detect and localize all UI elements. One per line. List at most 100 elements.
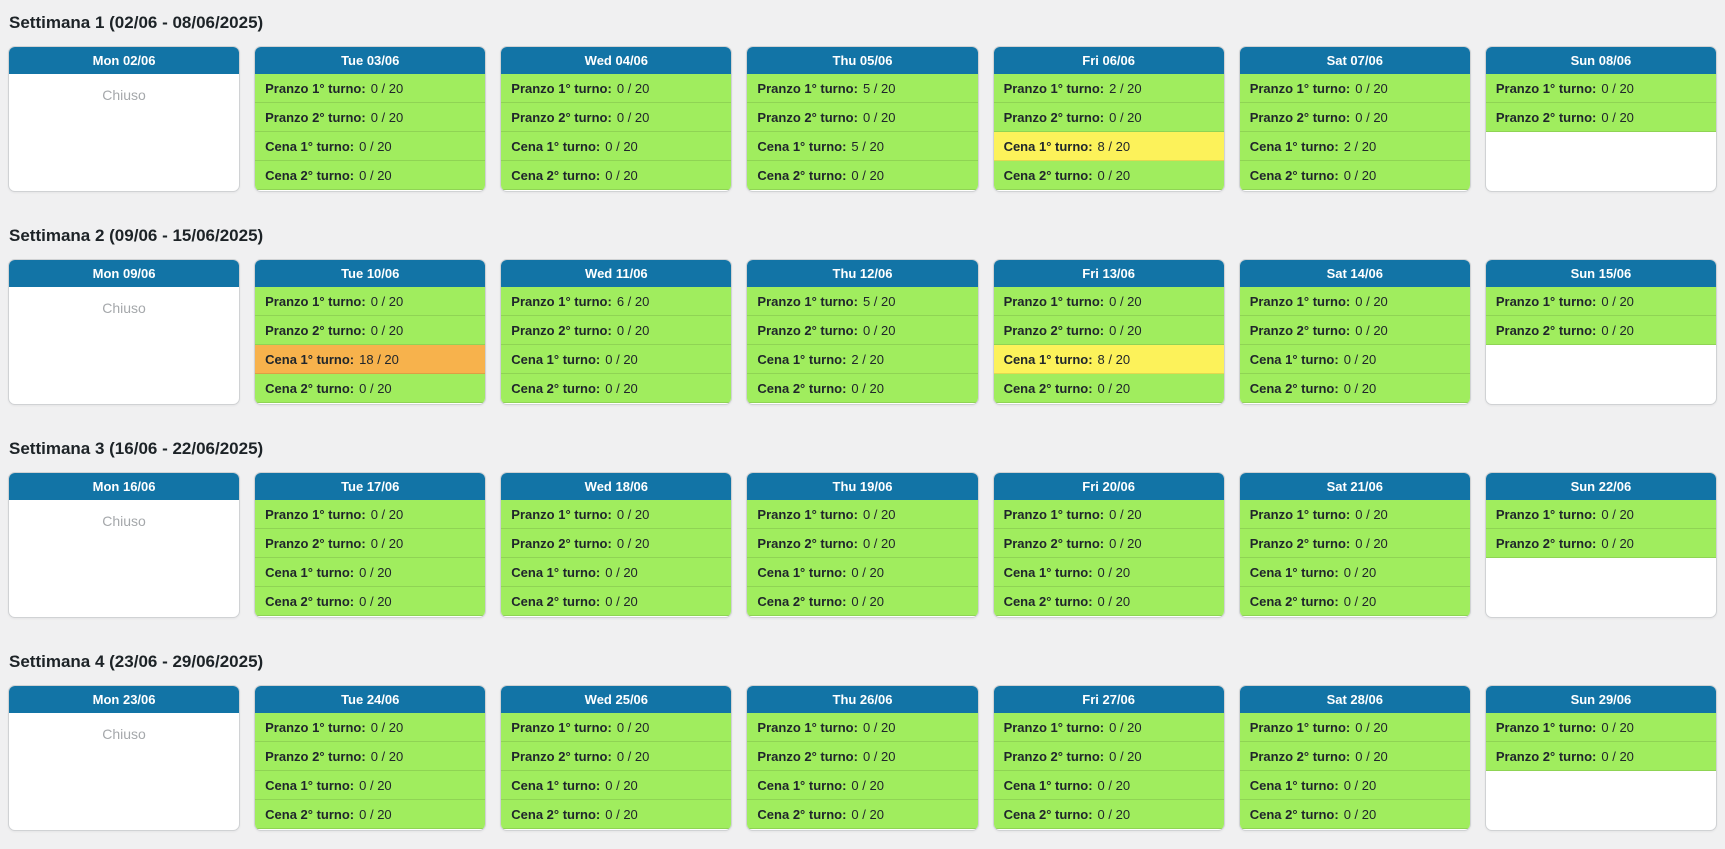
slot-row[interactable]: Cena 1° turno: 0 / 20 (501, 132, 732, 161)
slot-row[interactable]: Pranzo 2° turno: 0 / 20 (1239, 316, 1470, 345)
day-header: Thu 05/06 (747, 47, 978, 74)
slot-row[interactable]: Cena 1° turno: 0 / 20 (1239, 558, 1470, 587)
slot-label: Pranzo 2° turno: (757, 535, 858, 551)
slot-row[interactable]: Pranzo 1° turno: 0 / 20 (1239, 500, 1470, 529)
slot-row[interactable]: Pranzo 1° turno: 0 / 20 (255, 500, 486, 529)
day-header: Mon 16/06 (9, 473, 240, 500)
slot-row[interactable]: Cena 1° turno: 0 / 20 (747, 771, 978, 800)
slot-row[interactable]: Pranzo 1° turno: 0 / 20 (501, 74, 732, 103)
slot-value: 0 / 20 (605, 777, 638, 793)
slot-row[interactable]: Cena 1° turno: 0 / 20 (255, 558, 486, 587)
slot-row[interactable]: Pranzo 2° turno: 0 / 20 (1485, 316, 1716, 345)
slot-row[interactable]: Pranzo 1° turno: 0 / 20 (255, 713, 486, 742)
slot-value: 0 / 20 (1601, 506, 1634, 522)
slot-row[interactable]: Pranzo 1° turno: 0 / 20 (1485, 713, 1716, 742)
slot-row[interactable]: Cena 2° turno: 0 / 20 (747, 374, 978, 403)
slot-row[interactable]: Pranzo 2° turno: 0 / 20 (501, 742, 732, 771)
slot-row[interactable]: Pranzo 2° turno: 0 / 20 (255, 316, 486, 345)
slot-row[interactable]: Cena 1° turno: 0 / 20 (1239, 771, 1470, 800)
slot-row[interactable]: Cena 1° turno: 0 / 20 (501, 771, 732, 800)
slot-row[interactable]: Pranzo 2° turno: 0 / 20 (255, 742, 486, 771)
slot-row[interactable]: Cena 2° turno: 0 / 20 (993, 587, 1224, 616)
slot-row[interactable]: Pranzo 2° turno: 0 / 20 (1239, 529, 1470, 558)
slot-row[interactable]: Cena 1° turno: 0 / 20 (501, 345, 732, 374)
slot-row[interactable]: Cena 1° turno: 0 / 20 (255, 132, 486, 161)
slot-row[interactable]: Pranzo 2° turno: 0 / 20 (993, 103, 1224, 132)
slot-row[interactable]: Cena 1° turno: 18 / 20 (255, 345, 486, 374)
slot-row[interactable]: Pranzo 1° turno: 0 / 20 (993, 287, 1224, 316)
day-header: Thu 12/06 (747, 260, 978, 287)
slot-row[interactable]: Pranzo 1° turno: 0 / 20 (993, 500, 1224, 529)
slot-row[interactable]: Pranzo 1° turno: 0 / 20 (1485, 74, 1716, 103)
slot-value: 0 / 20 (605, 564, 638, 580)
slot-row[interactable]: Cena 2° turno: 0 / 20 (993, 800, 1224, 829)
slot-row[interactable]: Cena 2° turno: 0 / 20 (501, 374, 732, 403)
slot-row[interactable]: Pranzo 2° turno: 0 / 20 (1239, 742, 1470, 771)
slot-row[interactable]: Pranzo 2° turno: 0 / 20 (747, 316, 978, 345)
slot-row[interactable]: Pranzo 2° turno: 0 / 20 (1485, 742, 1716, 771)
slot-row[interactable]: Cena 2° turno: 0 / 20 (747, 587, 978, 616)
slot-row[interactable]: Pranzo 1° turno: 0 / 20 (1239, 74, 1470, 103)
slot-row[interactable]: Pranzo 1° turno: 0 / 20 (747, 713, 978, 742)
slot-row[interactable]: Pranzo 1° turno: 0 / 20 (501, 500, 732, 529)
slot-row[interactable]: Cena 1° turno: 0 / 20 (1239, 345, 1470, 374)
slot-row[interactable]: Pranzo 2° turno: 0 / 20 (1485, 103, 1716, 132)
slot-value: 0 / 20 (862, 748, 896, 764)
slot-row[interactable]: Pranzo 1° turno: 5 / 20 (747, 74, 978, 103)
slot-row[interactable]: Pranzo 1° turno: 0 / 20 (1485, 287, 1716, 316)
slot-row[interactable]: Pranzo 2° turno: 0 / 20 (747, 742, 978, 771)
slot-row[interactable]: Cena 2° turno: 0 / 20 (255, 800, 486, 829)
slot-row[interactable]: Pranzo 2° turno: 0 / 20 (255, 529, 486, 558)
slot-row[interactable]: Pranzo 1° turno: 0 / 20 (993, 713, 1224, 742)
slot-row[interactable]: Cena 1° turno: 8 / 20 (993, 345, 1224, 374)
day-card-body: Pranzo 1° turno: 5 / 20 Pranzo 2° turno: 0 … (747, 287, 978, 404)
slot-row[interactable]: Pranzo 1° turno: 0 / 20 (1485, 500, 1716, 529)
slot-row[interactable]: Pranzo 2° turno: 0 / 20 (747, 529, 978, 558)
slot-row[interactable]: Cena 2° turno: 0 / 20 (1239, 374, 1470, 403)
slot-row[interactable]: Pranzo 2° turno: 0 / 20 (501, 529, 732, 558)
slot-row[interactable]: Pranzo 1° turno: 5 / 20 (747, 287, 978, 316)
slot-row[interactable]: Pranzo 1° turno: 2 / 20 (993, 74, 1224, 103)
slot-row[interactable]: Pranzo 2° turno: 0 / 20 (501, 103, 732, 132)
slot-row[interactable]: Pranzo 1° turno: 0 / 20 (501, 713, 732, 742)
slot-row[interactable]: Pranzo 2° turno: 0 / 20 (1239, 103, 1470, 132)
slot-row[interactable]: Cena 2° turno: 0 / 20 (255, 374, 486, 403)
slot-row[interactable]: Cena 2° turno: 0 / 20 (501, 161, 732, 190)
slot-row[interactable]: Pranzo 2° turno: 0 / 20 (255, 103, 486, 132)
slot-row[interactable]: Cena 2° turno: 0 / 20 (1239, 587, 1470, 616)
slot-row[interactable]: Cena 1° turno: 0 / 20 (255, 771, 486, 800)
day-card: Wed 11/06 Pranzo 1° turno: 6 / 20 Pranzo 2°… (500, 259, 733, 405)
slot-row[interactable]: Cena 2° turno: 0 / 20 (993, 374, 1224, 403)
slot-row[interactable]: Pranzo 1° turno: 0 / 20 (255, 287, 486, 316)
slot-row[interactable]: Pranzo 2° turno: 0 / 20 (1485, 529, 1716, 558)
slot-row[interactable]: Pranzo 2° turno: 0 / 20 (993, 529, 1224, 558)
day-header: Mon 23/06 (9, 686, 240, 713)
slot-row[interactable]: Pranzo 1° turno: 0 / 20 (1239, 713, 1470, 742)
slot-row[interactable]: Pranzo 1° turno: 0 / 20 (255, 74, 486, 103)
slot-row[interactable]: Pranzo 1° turno: 6 / 20 (501, 287, 732, 316)
slot-row[interactable]: Cena 2° turno: 0 / 20 (501, 800, 732, 829)
slot-row[interactable]: Cena 2° turno: 0 / 20 (255, 161, 486, 190)
slot-row[interactable]: Cena 2° turno: 0 / 20 (501, 587, 732, 616)
slot-row[interactable]: Cena 2° turno: 0 / 20 (1239, 161, 1470, 190)
slot-row[interactable]: Pranzo 1° turno: 0 / 20 (747, 500, 978, 529)
slot-row[interactable]: Cena 2° turno: 0 / 20 (747, 800, 978, 829)
slot-row[interactable]: Cena 1° turno: 8 / 20 (993, 132, 1224, 161)
slot-row[interactable]: Cena 1° turno: 0 / 20 (993, 771, 1224, 800)
slot-row[interactable]: Cena 2° turno: 0 / 20 (747, 161, 978, 190)
slot-row[interactable]: Pranzo 2° turno: 0 / 20 (501, 316, 732, 345)
slot-row[interactable]: Pranzo 2° turno: 0 / 20 (747, 103, 978, 132)
slot-row[interactable]: Pranzo 2° turno: 0 / 20 (993, 742, 1224, 771)
slot-row[interactable]: Cena 1° turno: 0 / 20 (747, 558, 978, 587)
slot-row[interactable]: Cena 2° turno: 0 / 20 (255, 587, 486, 616)
slot-label: Pranzo 2° turno: (511, 535, 612, 551)
slot-row[interactable]: Pranzo 1° turno: 0 / 20 (1239, 287, 1470, 316)
slot-row[interactable]: Pranzo 2° turno: 0 / 20 (993, 316, 1224, 345)
slot-row[interactable]: Cena 2° turno: 0 / 20 (993, 161, 1224, 190)
slot-row[interactable]: Cena 1° turno: 0 / 20 (501, 558, 732, 587)
slot-row[interactable]: Cena 1° turno: 5 / 20 (747, 132, 978, 161)
slot-row[interactable]: Cena 1° turno: 0 / 20 (993, 558, 1224, 587)
slot-row[interactable]: Cena 2° turno: 0 / 20 (1239, 800, 1470, 829)
slot-row[interactable]: Cena 1° turno: 2 / 20 (1239, 132, 1470, 161)
slot-row[interactable]: Cena 1° turno: 2 / 20 (747, 345, 978, 374)
